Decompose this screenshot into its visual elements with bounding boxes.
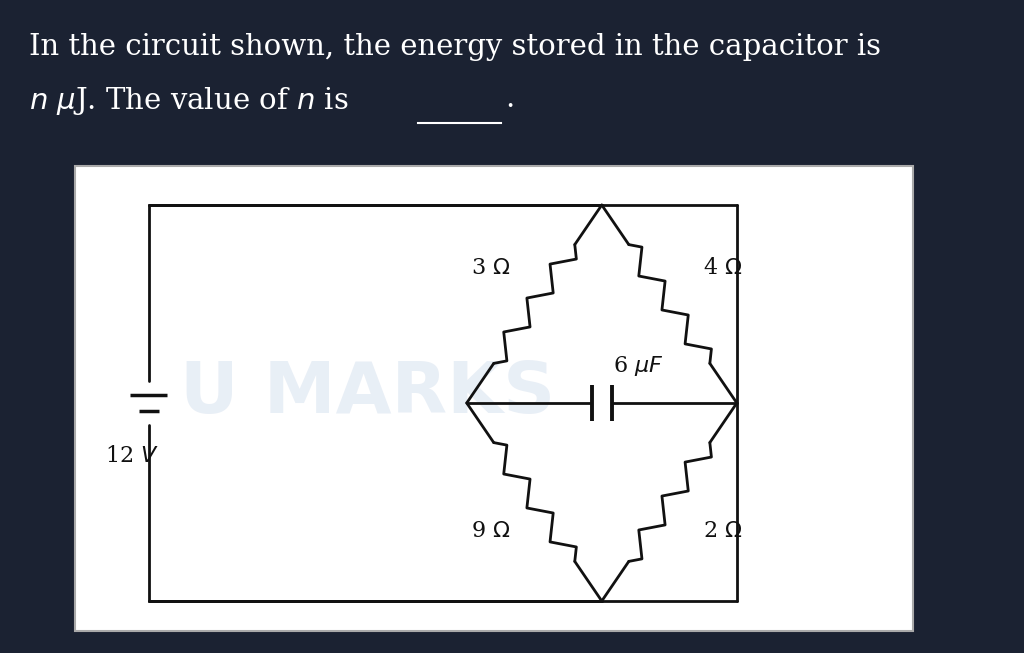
Text: In the circuit shown, the energy stored in the capacitor is: In the circuit shown, the energy stored … [30, 33, 882, 61]
Text: $n$ $\mu$J. The value of $n$ is: $n$ $\mu$J. The value of $n$ is [30, 85, 349, 117]
Text: .: . [505, 85, 515, 113]
Bar [76, 166, 913, 631]
Text: 2 $\Omega$: 2 $\Omega$ [702, 520, 742, 542]
Text: 4 $\Omega$: 4 $\Omega$ [702, 257, 742, 279]
Text: 6 $\mu F$: 6 $\mu F$ [612, 354, 664, 378]
Text: 9 $\Omega$: 9 $\Omega$ [471, 520, 510, 542]
Text: 12 $V$: 12 $V$ [105, 445, 160, 467]
Text: 3 $\Omega$: 3 $\Omega$ [471, 257, 510, 279]
Text: U MARKS: U MARKS [180, 358, 555, 428]
